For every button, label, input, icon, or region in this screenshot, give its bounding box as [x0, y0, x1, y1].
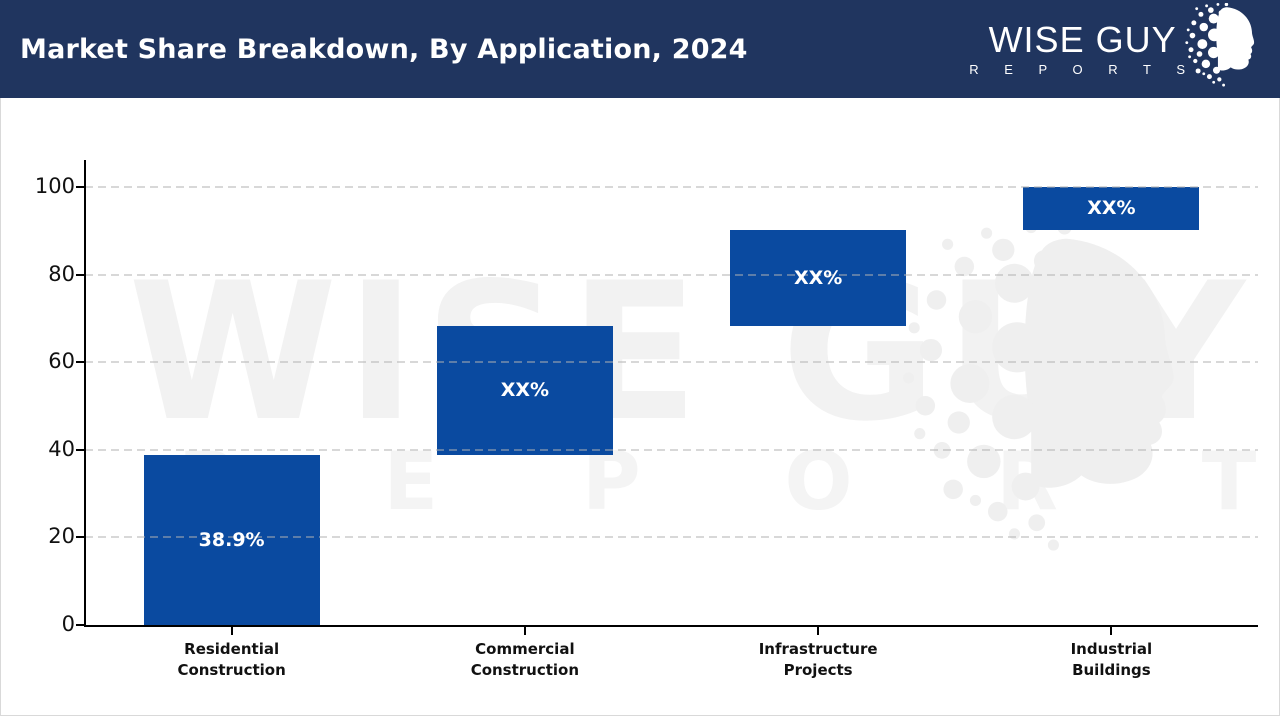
y-axis-tick-label: 0: [61, 612, 75, 636]
category-label-line: Commercial: [475, 640, 575, 658]
y-axis-tick-label: 80: [48, 261, 75, 286]
brand-head-icon: [1185, 3, 1255, 87]
bar-value-label: XX%: [793, 266, 843, 289]
x-axis-tick: [230, 627, 233, 635]
watermark-head-icon: [903, 222, 1174, 551]
gridline-60: [85, 361, 1258, 364]
y-axis-tick: [76, 536, 84, 539]
category-label-industrial-buildings: Industrial Buildings: [991, 639, 1231, 681]
page-title: Market Share Breakdown, By Application, …: [20, 33, 748, 65]
brand-tagline: R E P O R T S: [969, 62, 1196, 77]
bar-infrastructure-projects: [730, 229, 907, 326]
brand-name: WISE GUY: [988, 19, 1177, 60]
category-label-line: Residential: [184, 640, 280, 658]
y-axis-tick: [76, 273, 84, 276]
y-axis-tick: [76, 186, 84, 188]
gridline-40: [85, 448, 1258, 451]
y-axis-tick-label: 20: [48, 524, 75, 549]
gridline-20: [85, 536, 1258, 539]
x-axis-tick: [523, 627, 526, 635]
category-label-infrastructure-projects: Infrastructure Projects: [698, 639, 938, 681]
y-axis-line: [84, 160, 86, 627]
bar-residential-construction: [143, 454, 320, 625]
y-axis-tick: [76, 448, 84, 451]
x-axis-line: [84, 625, 1258, 627]
y-axis-tick: [76, 361, 84, 364]
y-axis-tick-label: 60: [48, 349, 75, 374]
category-label-line: Infrastructure: [758, 640, 878, 658]
x-axis-tick: [817, 627, 820, 635]
category-label-commercial-construction: Commercial Construction: [405, 639, 645, 681]
brand-logo: WISE GUY R E P O R T S: [969, 0, 1268, 98]
bar-value-label: XX%: [1087, 197, 1136, 220]
gridline-80: [85, 273, 1258, 276]
bar-commercial-construction: [436, 325, 613, 455]
category-label-line: Industrial: [1070, 640, 1153, 658]
category-label-line: Construction: [177, 661, 286, 679]
category-label-line: Projects: [783, 661, 853, 679]
x-axis-tick: [1110, 627, 1113, 635]
category-label-line: Construction: [470, 661, 580, 679]
gridline-100: [85, 186, 1258, 188]
y-axis-tick-label: 40: [48, 436, 75, 461]
category-label-line: Buildings: [1072, 661, 1151, 679]
bar-value-label: XX%: [500, 379, 550, 402]
bar-industrial-buildings: [1023, 187, 1200, 230]
bar-value-label: 38.9%: [198, 528, 265, 551]
y-axis-tick: [76, 624, 84, 626]
category-label-residential-construction: Residential Construction: [112, 639, 352, 681]
app-header: Market Share Breakdown, By Application, …: [0, 0, 1280, 98]
y-axis-tick-label: 100: [34, 174, 75, 198]
